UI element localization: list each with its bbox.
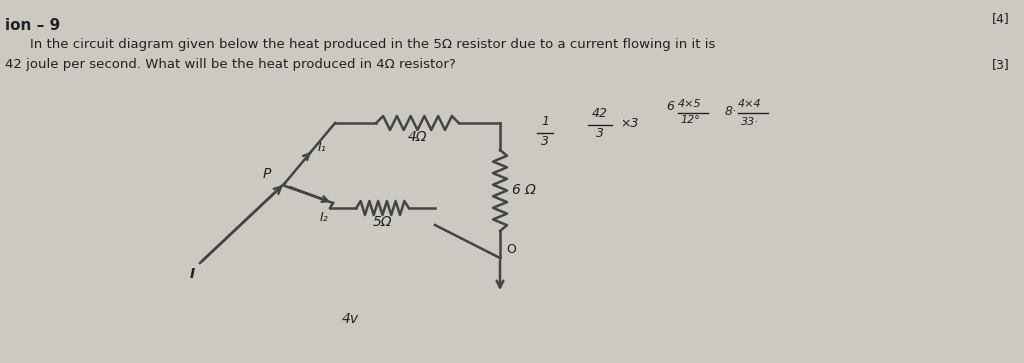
Text: In the circuit diagram given below the heat produced in the 5Ω resistor due to a: In the circuit diagram given below the h…	[30, 38, 716, 51]
Text: 4×4: 4×4	[738, 99, 762, 109]
Text: 3: 3	[541, 135, 549, 148]
Text: P: P	[263, 167, 271, 181]
Text: 42: 42	[592, 107, 608, 120]
Text: [4]: [4]	[992, 12, 1010, 25]
Text: 4Ω: 4Ω	[408, 130, 427, 144]
Text: ion – 9: ion – 9	[5, 18, 60, 33]
Text: 6 Ω: 6 Ω	[512, 184, 536, 197]
Text: 8·: 8·	[725, 105, 737, 118]
Text: I: I	[190, 267, 196, 281]
Text: 33·: 33·	[741, 117, 759, 127]
Text: I₂: I₂	[319, 211, 329, 224]
Text: 42 joule per second. What will be the heat produced in 4Ω resistor?: 42 joule per second. What will be the he…	[5, 58, 456, 71]
Text: 5Ω: 5Ω	[373, 215, 392, 229]
Text: [3]: [3]	[992, 58, 1010, 71]
Text: O: O	[506, 243, 516, 256]
Text: ×3: ×3	[620, 117, 639, 130]
Text: 6: 6	[666, 100, 674, 113]
Text: 4v: 4v	[341, 312, 358, 326]
Text: 1: 1	[541, 115, 549, 128]
Text: 12°: 12°	[680, 115, 700, 125]
Text: I₁: I₁	[318, 141, 327, 154]
Text: 4×5: 4×5	[678, 99, 701, 109]
Text: 3: 3	[596, 127, 604, 140]
